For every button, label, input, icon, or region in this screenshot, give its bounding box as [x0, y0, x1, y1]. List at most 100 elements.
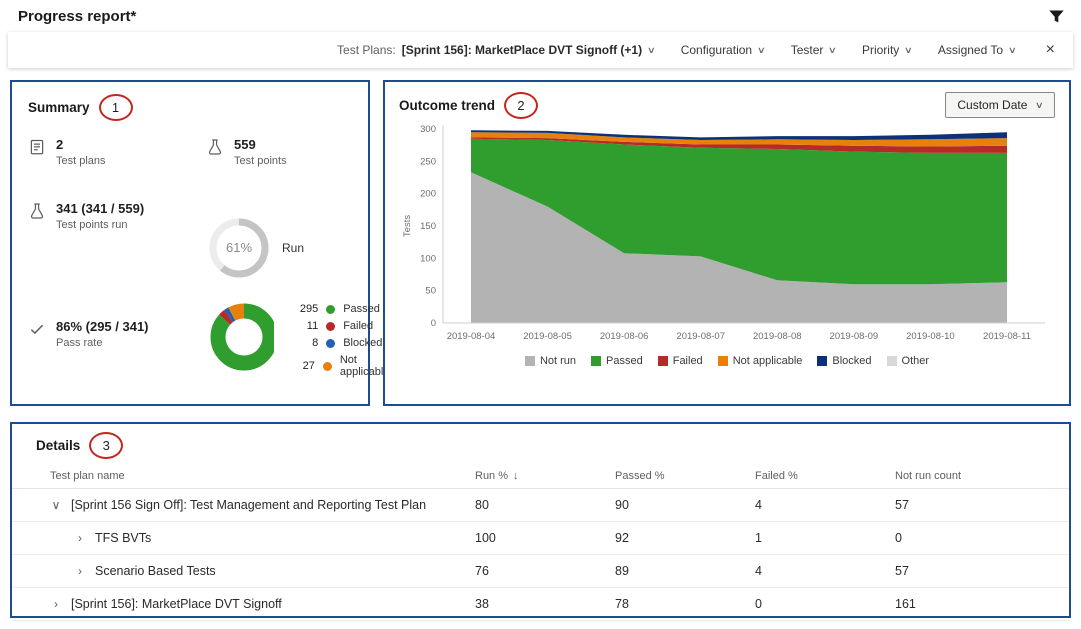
table-row[interactable]: › Scenario Based Tests 76 89 4 57: [12, 555, 1069, 588]
stat-label: Test plans: [56, 155, 106, 167]
stat-pass-rate: 86% (295 / 341) Pass rate: [28, 297, 206, 378]
legend-swatch: [591, 356, 602, 366]
cell-failed: 4: [755, 564, 762, 578]
test-plan-name: Scenario Based Tests: [95, 564, 216, 578]
trend-legend-item: Failed: [657, 355, 703, 367]
close-icon[interactable]: ×: [1045, 41, 1055, 58]
trend-title-row: Outcome trend 2: [399, 92, 539, 119]
stat-value: 86% (295 / 341): [56, 319, 149, 334]
chevron-right-icon[interactable]: ›: [78, 564, 82, 578]
run-percent: 61%: [226, 240, 252, 255]
trend-legend-item: Blocked: [817, 355, 872, 367]
filter-dropdown-label: Priority: [861, 43, 900, 57]
legend-label: Not applicable: [339, 354, 390, 378]
table-row[interactable]: › TFS BVTs 100 92 1 0: [12, 522, 1069, 555]
table-row[interactable]: › [Sprint 156]: MarketPlace DVT Signoff 38…: [12, 588, 1069, 621]
top-cards-row: Summary 1 2 Test plans: [10, 80, 1071, 406]
stat-label: Test points run: [56, 219, 128, 231]
chevron-down-icon: ∨: [1035, 100, 1045, 110]
filter-dropdown-assigned-to[interactable]: Assigned To ∨: [937, 43, 1017, 57]
filter-dropdown-priority[interactable]: Priority ∨: [861, 43, 914, 57]
run-donut-chart: 61%: [209, 218, 269, 278]
filter-icon[interactable]: [1048, 8, 1065, 25]
outcome-legend-dot: [326, 304, 336, 314]
outcome-trend-card: Outcome trend 2 Custom Date ∨ 0 50 100 150 2…: [383, 80, 1071, 406]
cell-run: 80: [475, 498, 489, 512]
details-title-row: Details 3: [36, 432, 124, 459]
trend-header: Outcome trend 2 Custom Date ∨: [399, 92, 1055, 119]
details-table-header: Test plan name Run % ↓ Passed % Failed % …: [12, 463, 1069, 489]
trend-legend-item: Other: [886, 355, 929, 367]
stat-value: 559: [234, 137, 256, 152]
legend-row-failed: 11 Failed: [292, 320, 400, 332]
stat-label: Pass rate: [56, 337, 103, 349]
outcome-donut-chart: [210, 303, 275, 371]
cell-passed: 78: [615, 597, 629, 611]
test-plans-filter-label: Test Plans:: [337, 43, 396, 57]
svg-text:Tests: Tests: [402, 215, 413, 237]
test-points-run-icon: [30, 203, 44, 219]
outcome-trend-chart: 0 50 100 150 200 250 300 2019-08-04 2019-08-05 20…: [402, 124, 1045, 342]
legend-swatch: [657, 356, 668, 366]
filter-dropdowns: Configuration ∨ Tester ∨ Priority ∨ Assigned T…: [680, 43, 1017, 57]
chevron-down-icon[interactable]: ∨: [51, 498, 61, 512]
cell-passed: 92: [615, 531, 629, 545]
test-plans-icon: [30, 139, 44, 155]
test-plans-filter-value: [Sprint 156]: MarketPlace DVT Signoff (+…: [401, 43, 643, 57]
chevron-right-icon[interactable]: ›: [78, 531, 82, 545]
column-header-failed-percent[interactable]: Failed %: [755, 469, 798, 482]
details-rows: ∨ [Sprint 156 Sign Off]: Test Management …: [12, 489, 1069, 621]
custom-date-button[interactable]: Custom Date ∨: [945, 92, 1055, 118]
legend-swatch: [817, 356, 828, 366]
summary-title-row: Summary 1: [28, 94, 133, 121]
stat-value: 2: [56, 137, 64, 152]
outcome-donut-block: 295 Passed 11 Failed 8 Blocked: [206, 297, 401, 378]
chevron-down-icon: ∨: [904, 45, 914, 55]
cell-failed: 4: [755, 498, 762, 512]
filter-dropdown-label: Configuration: [680, 43, 753, 57]
column-header-run-percent[interactable]: Run % ↓: [475, 470, 615, 482]
svg-text:2019-08-09: 2019-08-09: [830, 331, 879, 342]
outcome-legend-dot: [326, 321, 336, 331]
svg-text:150: 150: [420, 221, 436, 232]
filter-dropdown-tester[interactable]: Tester ∨: [791, 43, 837, 57]
svg-text:2019-08-05: 2019-08-05: [523, 331, 572, 342]
cell-notrun: 161: [895, 597, 916, 611]
stat-test-points-run: 341 (341 / 559) Test points run: [28, 193, 206, 297]
svg-text:2019-08-10: 2019-08-10: [906, 331, 955, 342]
cell-failed: 1: [755, 531, 762, 545]
test-points-icon: [208, 139, 222, 155]
stat-test-points: 559 Test points: [206, 129, 401, 193]
details-table: Test plan name Run % ↓ Passed % Failed % …: [12, 463, 1069, 621]
svg-text:0: 0: [431, 318, 436, 329]
cell-notrun: 0: [895, 531, 902, 545]
cell-passed: 90: [615, 498, 629, 512]
stat-test-plans: 2 Test plans: [28, 129, 206, 193]
cell-run: 76: [475, 564, 489, 578]
svg-text:100: 100: [420, 253, 436, 264]
filter-bar: Test Plans: [Sprint 156]: MarketPlace DV…: [8, 32, 1073, 68]
legend-swatch: [717, 356, 728, 366]
trend-legend-item: Not applicable: [717, 355, 802, 367]
custom-date-label: Custom Date: [957, 98, 1028, 112]
column-header-test-plan-name[interactable]: Test plan name: [50, 469, 125, 482]
top-bar: Progress report*: [0, 0, 1081, 30]
cell-notrun: 57: [895, 564, 909, 578]
filter-dropdown-configuration[interactable]: Configuration ∨: [680, 43, 766, 57]
cell-run: 38: [475, 597, 489, 611]
svg-text:2019-08-07: 2019-08-07: [676, 331, 725, 342]
legend-swatch: [524, 356, 535, 366]
legend-label: Passed: [343, 303, 380, 315]
summary-card: Summary 1 2 Test plans: [10, 80, 389, 406]
legend-value: 27: [302, 360, 315, 372]
page-title: Progress report*: [18, 8, 137, 25]
column-header-not-run-count[interactable]: Not run count: [895, 469, 962, 482]
table-row[interactable]: ∨ [Sprint 156 Sign Off]: Test Management …: [12, 489, 1069, 522]
legend-value: 11: [306, 320, 319, 332]
chevron-down-icon: ∨: [756, 45, 766, 55]
chevron-right-icon[interactable]: ›: [54, 597, 58, 611]
filter-dropdown-label: Assigned To: [937, 43, 1004, 57]
column-header-passed-percent[interactable]: Passed %: [615, 469, 665, 482]
test-plans-filter[interactable]: Test Plans: [Sprint 156]: MarketPlace DV…: [337, 43, 656, 57]
